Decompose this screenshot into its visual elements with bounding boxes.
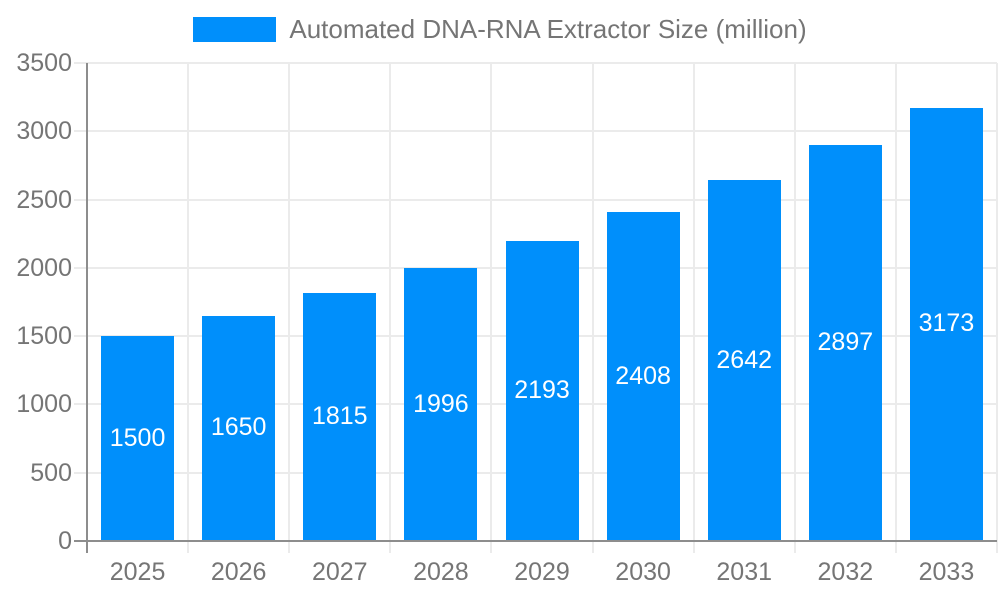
x-tick-label: 2033: [918, 558, 975, 586]
bar-value-label: 1500: [109, 423, 166, 452]
gridline-vertical: [894, 63, 897, 553]
gridline-vertical: [288, 63, 291, 553]
y-tick-label: 1000: [16, 390, 72, 419]
gridline-horizontal: [74, 62, 997, 64]
y-tick-label: 3500: [16, 49, 72, 77]
x-tick-label: 2025: [109, 558, 166, 586]
bar-2027[interactable]: 1815: [303, 293, 377, 540]
gridline-vertical: [793, 63, 796, 553]
x-axis-line: [74, 540, 997, 542]
bar-2030[interactable]: 2408: [606, 212, 680, 540]
y-tick-label: 1500: [16, 322, 72, 351]
bar-2031[interactable]: 2642: [707, 180, 781, 540]
bar-value-label: 1650: [210, 413, 267, 442]
bar-2033[interactable]: 3173: [909, 107, 983, 540]
bar-2028[interactable]: 1996: [404, 268, 478, 540]
y-tick-label: 2500: [16, 185, 72, 214]
bar-value-label: 1996: [413, 389, 469, 418]
gridline-vertical: [692, 63, 695, 553]
legend[interactable]: Automated DNA-RNA Extractor Size (millio…: [0, 14, 1000, 45]
gridline-horizontal: [74, 198, 997, 201]
bar-value-label: 3173: [918, 309, 975, 338]
bar-2026[interactable]: 1650: [202, 315, 276, 540]
y-tick-label: 500: [30, 458, 72, 487]
gridline-vertical: [591, 63, 594, 553]
legend-label: Automated DNA-RNA Extractor Size (millio…: [289, 14, 807, 44]
bar-value-label: 2408: [615, 361, 671, 390]
y-axis-line: [86, 63, 88, 553]
bar-2025[interactable]: 1500: [101, 336, 175, 540]
bar-value-label: 2897: [817, 328, 874, 357]
x-tick-label: 2026: [210, 558, 267, 586]
gridline-vertical: [389, 63, 392, 553]
bar-value-label: 2193: [514, 376, 570, 405]
x-tick-label: 2031: [716, 558, 773, 586]
bar-2029[interactable]: 2193: [505, 241, 579, 540]
x-tick-label: 2029: [514, 558, 570, 586]
bar-2032[interactable]: 2897: [808, 145, 882, 540]
y-tick-label: 0: [58, 527, 72, 555]
bar-value-label: 2642: [716, 345, 773, 374]
x-tick-label: 2028: [413, 558, 469, 586]
x-tick-label: 2027: [311, 558, 368, 586]
bar-value-label: 1815: [311, 402, 368, 431]
gridline-horizontal: [74, 130, 997, 133]
legend-swatch-icon: [193, 17, 277, 42]
x-tick-label: 2030: [615, 558, 671, 586]
y-tick-label: 2000: [16, 253, 72, 282]
x-tick-label: 2032: [817, 558, 874, 586]
y-tick-label: 3000: [16, 117, 72, 146]
gridline-vertical: [490, 63, 493, 553]
gridline-vertical: [187, 63, 190, 553]
gridline-vertical: [996, 63, 998, 553]
